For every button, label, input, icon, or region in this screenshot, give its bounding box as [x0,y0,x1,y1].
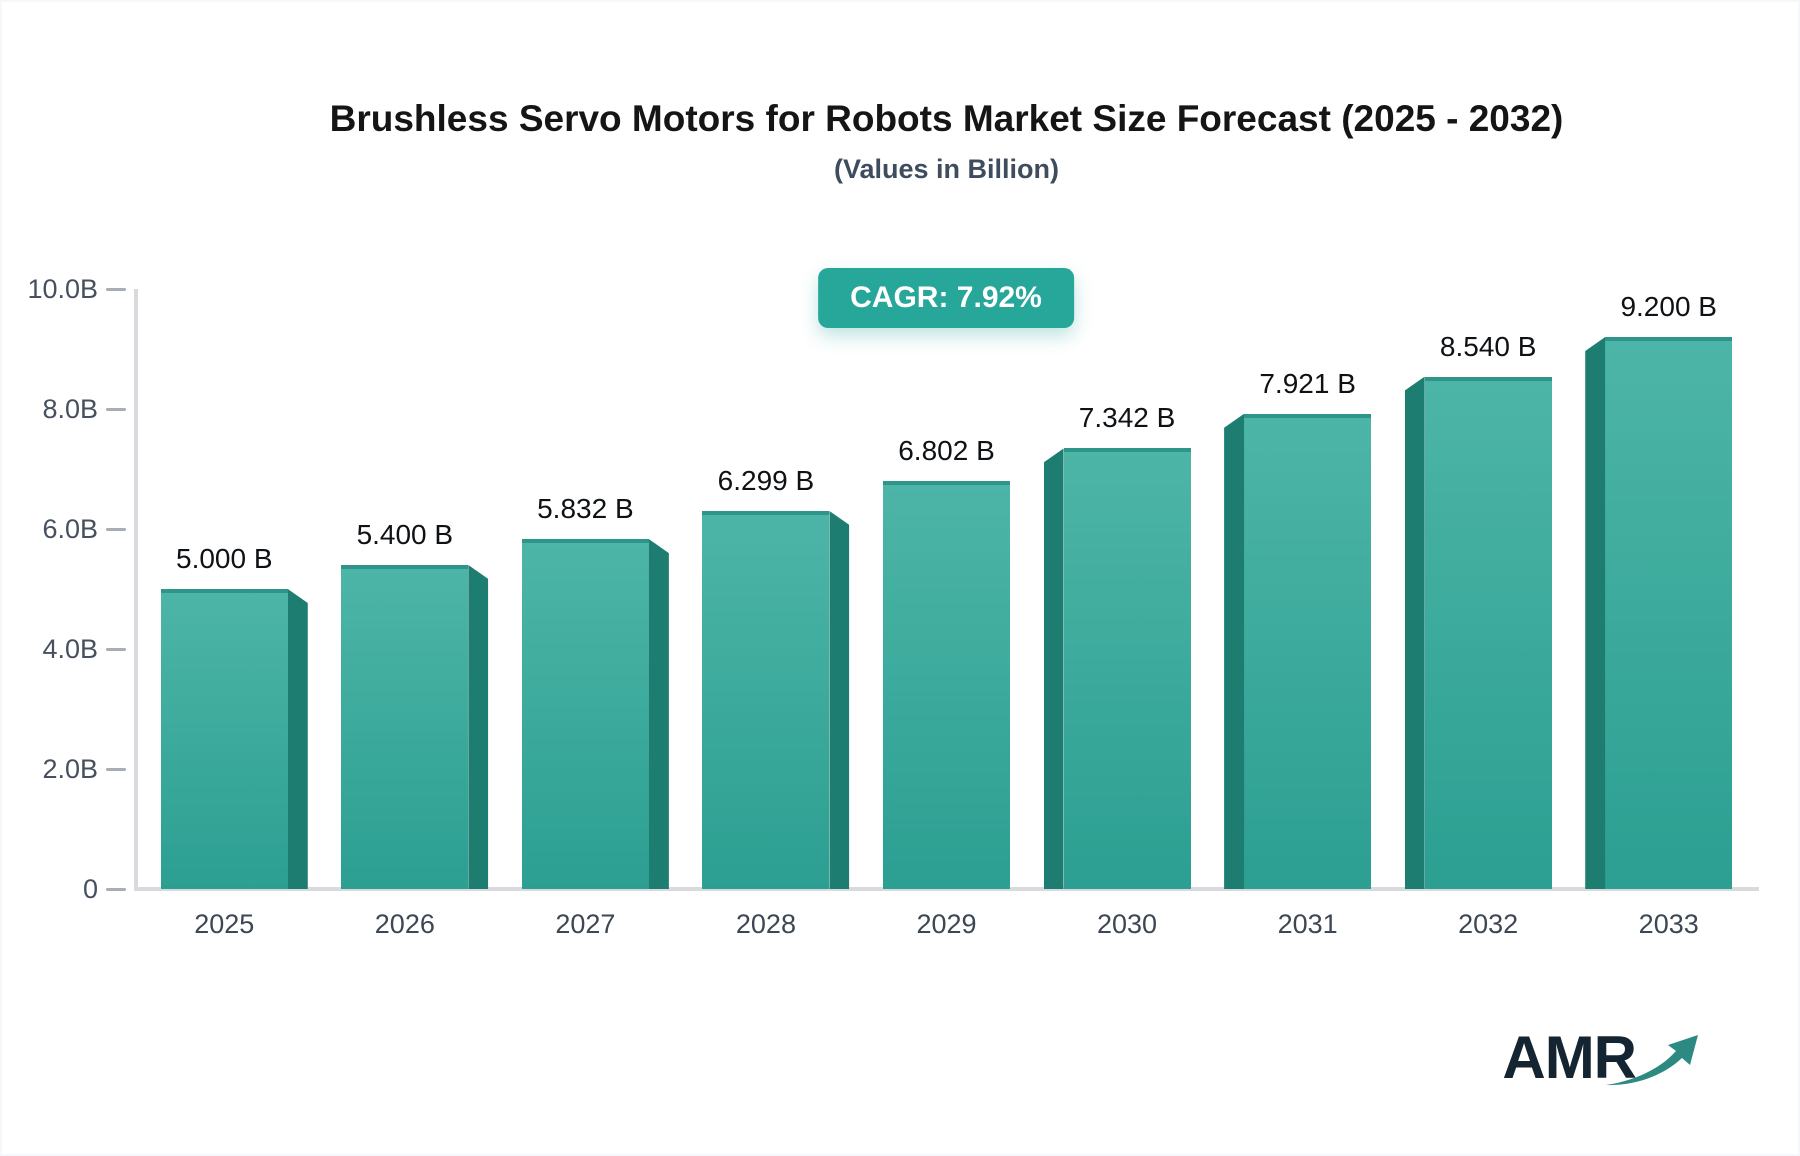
bar-value-label: 5.000 B [176,543,273,574]
y-tick-mark [106,527,126,531]
bar-value-label: 6.299 B [717,465,815,497]
y-tick-label: 4.0B [42,634,98,664]
x-axis-category-label: 2031 [1277,909,1338,939]
bar-side-face [287,589,308,889]
chart-subtitle: (Values in Billion) [833,154,1060,184]
bar-value-label: 7.921 B [1259,367,1356,399]
x-axis-category-label: 2033 [1638,909,1699,939]
amr-logo-text: AMR [1502,1024,1637,1091]
bar-side-face [1224,413,1245,889]
y-tick-label: 10.0B [27,274,98,304]
bar-value-label: 7.342 B [1078,402,1176,434]
bar-value-label: 8.540 B [1439,330,1537,362]
bar-2027 [521,539,649,889]
chart-header: Brushless Servo Motors for Robots Market… [134,98,1759,185]
bar-value-label: 6.802 B [898,434,995,466]
x-axis-category-label: 2028 [735,909,796,939]
bar-value-label: 5.400 B [356,519,454,550]
x-axis-baseline [134,887,1759,891]
x-axis-category-label: 2029 [916,909,977,939]
x-axis-category-label: 2032 [1458,909,1519,939]
x-axis-category-label: 2026 [374,909,435,939]
y-tick-mark [106,767,126,771]
x-axis-category-label: 2027 [555,909,616,939]
chart-title: Brushless Servo Motors for Robots Market… [329,98,1564,139]
bar-side-face [1043,448,1064,889]
bar-2032 [1424,376,1552,889]
bar-side-face [648,539,669,889]
growth-arrow-icon [1606,1035,1698,1086]
bar-2025 [160,589,288,889]
bar-side-face [1585,337,1606,889]
bar-value-label: 9.200 B [1620,291,1717,322]
y-tick-mark [106,287,126,291]
y-tick-label: 2.0B [42,754,98,784]
bar-2033 [1605,337,1733,889]
y-tick-label: 0 [82,874,98,904]
bar-side-face [1404,376,1425,889]
x-axis-category-label: 2030 [1097,909,1158,939]
y-tick-mark [106,407,126,411]
bar-side-face [468,565,489,889]
bar-2030 [1063,448,1191,889]
x-axis-category-label: 2025 [194,909,255,939]
y-tick-mark [106,887,126,891]
bar-side-face [829,511,850,889]
y-axis-line [134,289,138,889]
bar-2031 [1244,413,1372,889]
cagr-badge: CAGR: 7.92% [818,268,1074,328]
bar-value-label: 5.832 B [537,493,634,525]
bar-2028 [702,511,830,889]
y-tick-label: 6.0B [42,514,98,544]
bar-2029 [883,480,1010,889]
amr-logo: AMR [1502,1028,1706,1092]
y-tick-mark [106,647,126,651]
y-tick-label: 8.0B [42,394,98,424]
bar-2026 [341,565,469,889]
